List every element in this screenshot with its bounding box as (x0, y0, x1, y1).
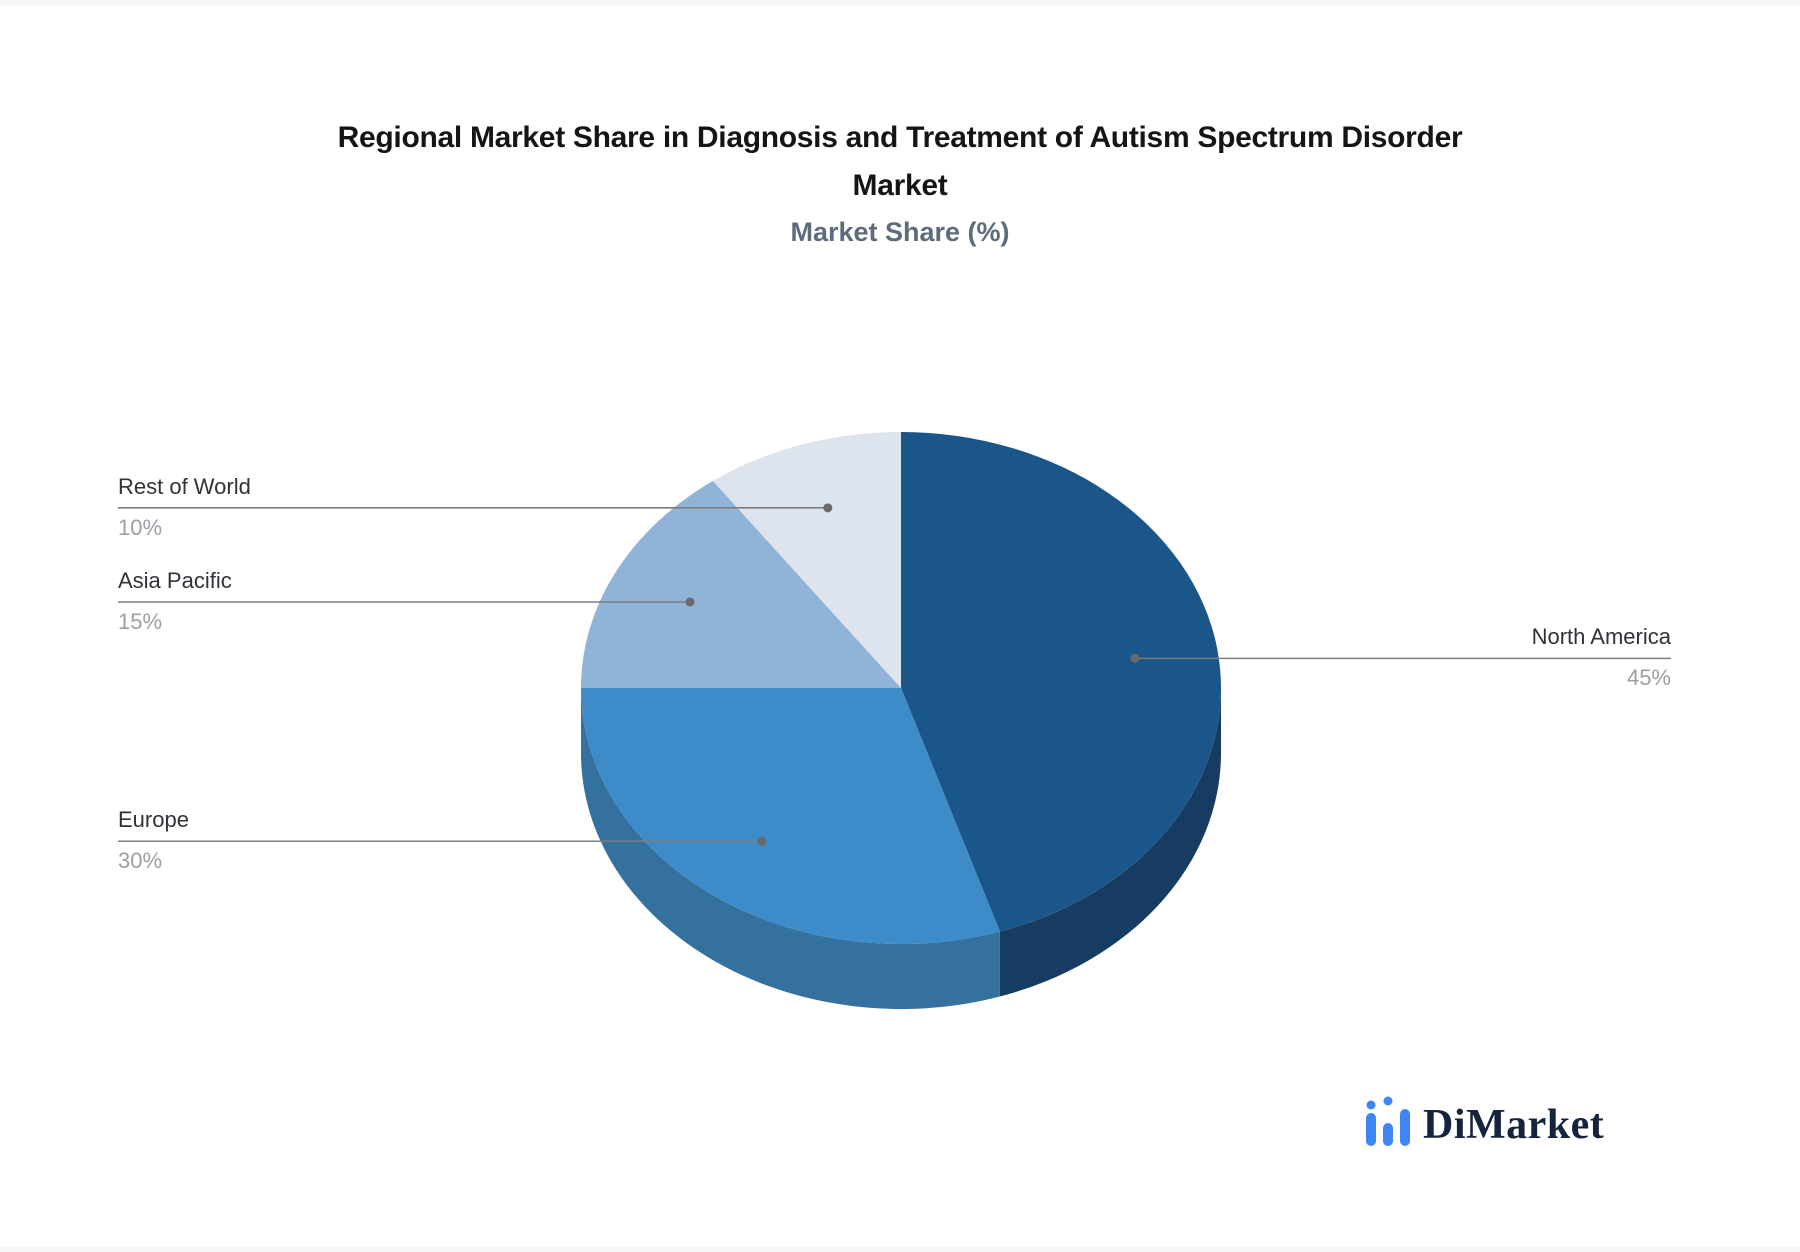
pie-slice-europe (581, 688, 1000, 945)
leader-dot-asia-pacific (685, 597, 695, 607)
slice-value-north-america: 45% (1626, 665, 1671, 691)
leader-dot-rest-of-world (823, 503, 833, 513)
leader-dot-north-america (1130, 653, 1140, 663)
slice-value-rest-of-world: 10% (118, 514, 163, 540)
slice-value-asia-pacific: 15% (118, 608, 163, 634)
chart-title: Regional Market Share in Diagnosis and T… (200, 114, 1600, 210)
slice-label-north-america: North America (1531, 624, 1671, 650)
slice-label-europe: Europe (118, 807, 189, 833)
bar-chart-logo-icon (1366, 1096, 1410, 1146)
logo-text: DiMarket (1423, 1102, 1605, 1148)
chart-subtitle: Market Share (%) (790, 217, 1010, 247)
slice-label-rest-of-world: Rest of World (118, 473, 251, 499)
leader-dot-europe (757, 836, 767, 846)
pie-slice-rest-of-world (712, 432, 901, 688)
pie-slice-side-europe (581, 688, 1000, 1010)
dimarket-logo: DiMarket (1366, 1096, 1604, 1146)
chart-title-line2: Market (852, 169, 948, 202)
pie-slice-asia-pacific (581, 480, 901, 688)
chart-title-line1: Regional Market Share in Diagnosis and T… (337, 121, 1463, 154)
page-bottom-strip (0, 1247, 1800, 1252)
pie-slice-north-america (901, 432, 1222, 932)
slice-label-asia-pacific: Asia Pacific (118, 567, 232, 593)
slice-value-europe: 30% (118, 848, 163, 874)
page-top-strip (0, 0, 1800, 5)
pie-slice-side-north-america (999, 688, 1221, 997)
